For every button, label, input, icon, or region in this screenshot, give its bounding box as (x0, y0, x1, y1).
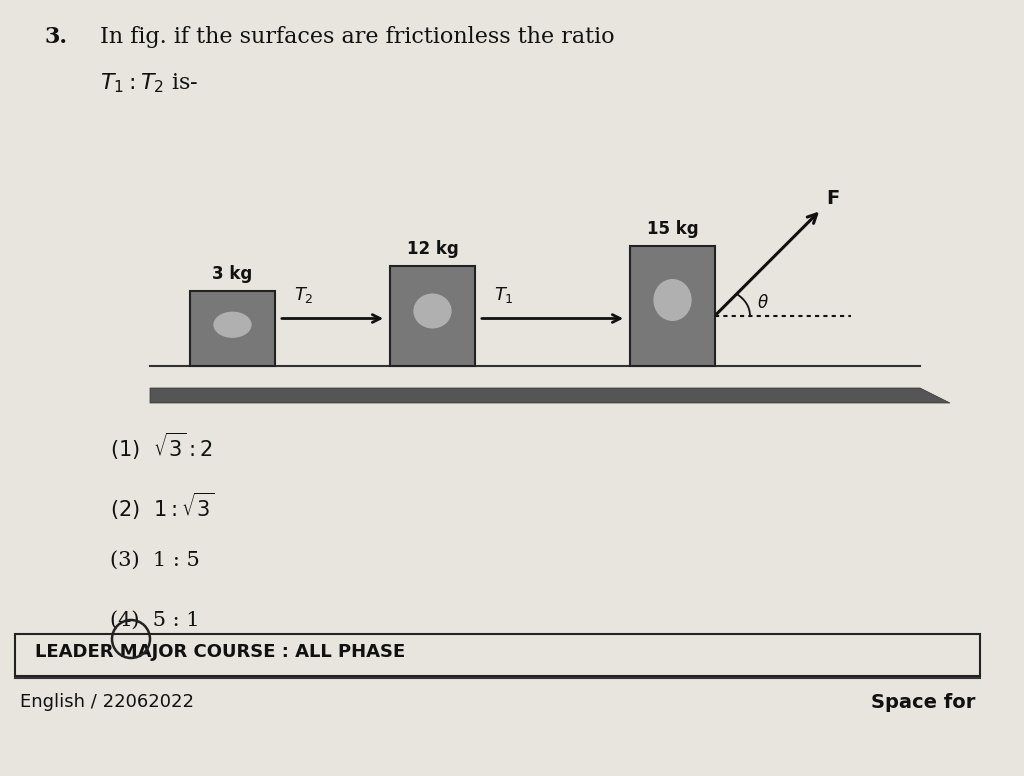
Ellipse shape (653, 279, 691, 321)
Bar (15, 634, 980, 676)
Text: English / 22062022: English / 22062022 (20, 693, 194, 711)
Text: $\theta$: $\theta$ (757, 293, 769, 312)
Text: $(1)\ \ \sqrt{3}:2$: $(1)\ \ \sqrt{3}:2$ (110, 431, 212, 462)
Bar (190, 291, 275, 366)
Text: 3 kg: 3 kg (212, 265, 253, 283)
Text: 3.: 3. (45, 26, 68, 48)
Text: $(2)\ \ 1:\sqrt{3}$: $(2)\ \ 1:\sqrt{3}$ (110, 491, 214, 522)
Text: (3)  1 : 5: (3) 1 : 5 (110, 551, 200, 570)
Ellipse shape (213, 312, 252, 338)
Text: $T_1$: $T_1$ (494, 285, 514, 304)
Text: $T_1 : T_2$ is-: $T_1 : T_2$ is- (100, 71, 199, 95)
Text: (4)  5 : 1: (4) 5 : 1 (110, 611, 200, 630)
Bar (390, 266, 475, 366)
Text: Space for: Space for (870, 693, 975, 712)
Polygon shape (150, 388, 950, 403)
Text: F: F (826, 189, 840, 207)
Text: LEADER MAJOR COURSE : ALL PHASE: LEADER MAJOR COURSE : ALL PHASE (35, 643, 406, 661)
Bar (630, 246, 715, 366)
Ellipse shape (414, 293, 452, 328)
Text: $T_2$: $T_2$ (294, 285, 313, 304)
Text: In fig. if the surfaces are frictionless the ratio: In fig. if the surfaces are frictionless… (100, 26, 614, 48)
Text: 15 kg: 15 kg (647, 220, 698, 238)
Text: 12 kg: 12 kg (407, 240, 459, 258)
